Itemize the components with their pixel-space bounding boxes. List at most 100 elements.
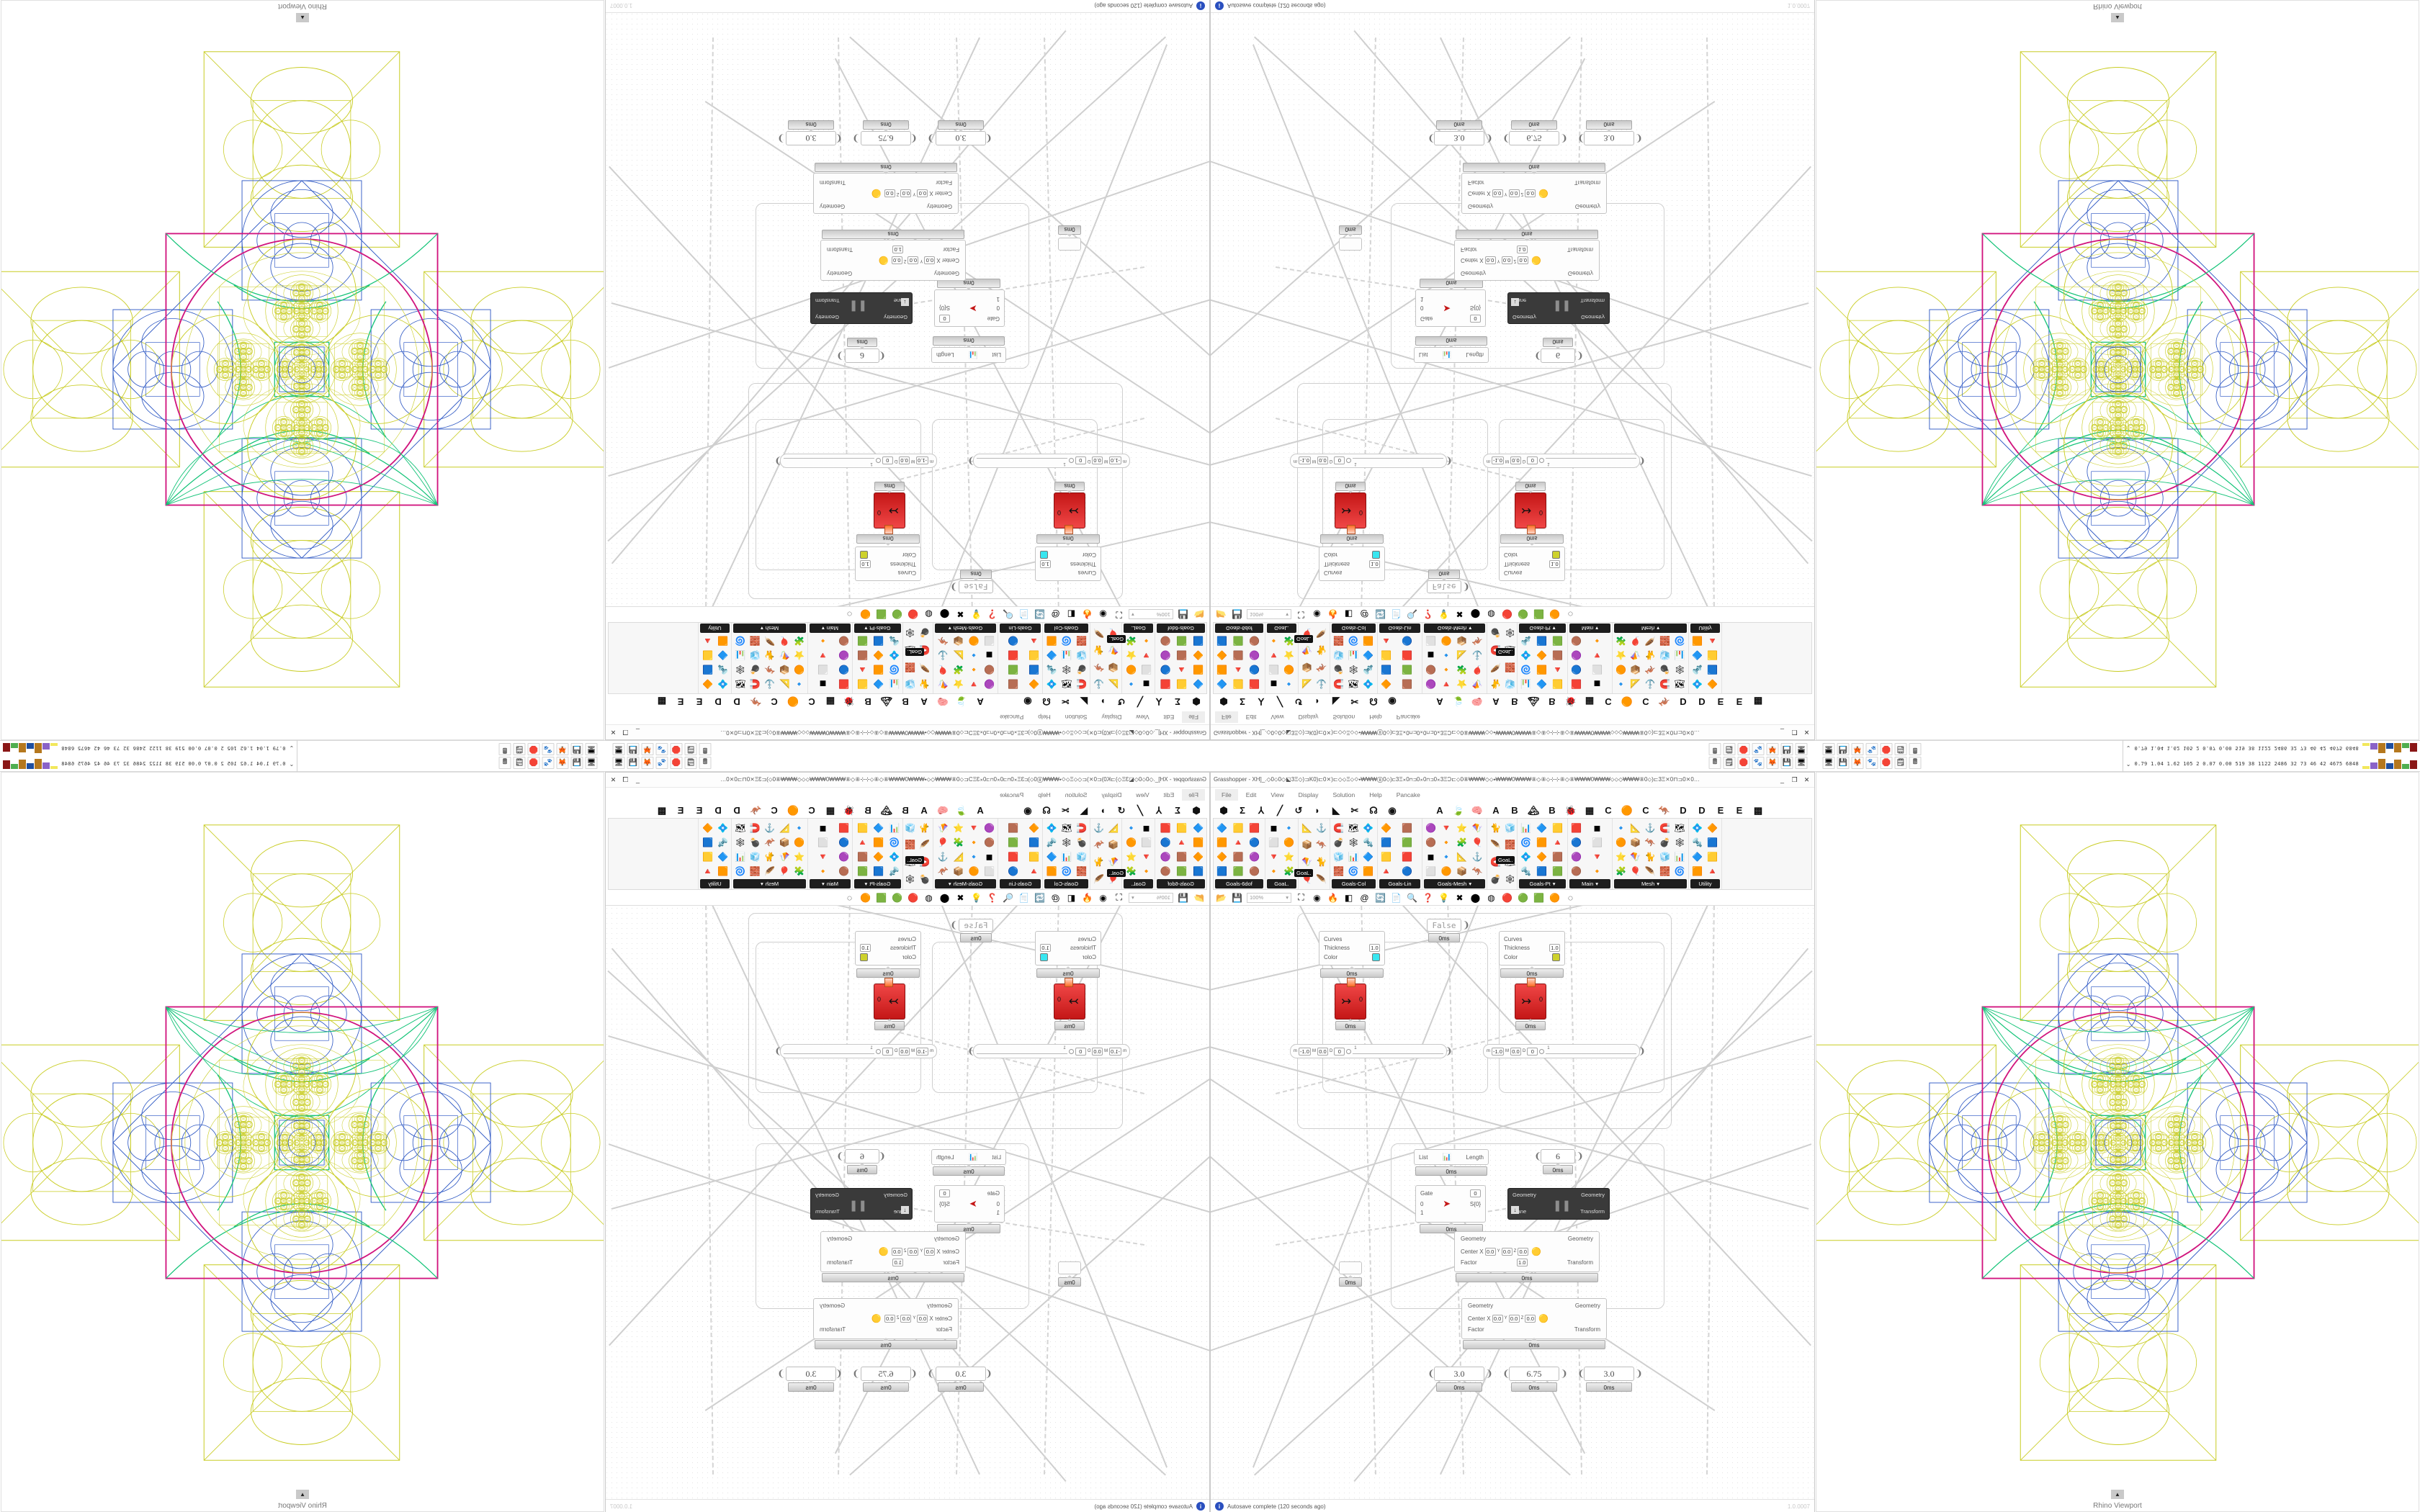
component-button[interactable]: 🕸 (735, 837, 746, 847)
component-button[interactable]: 🔷 (873, 679, 884, 690)
component-button[interactable]: 🟣 (1249, 851, 1260, 862)
component-button[interactable]: 🟦 (1381, 665, 1392, 675)
component-button[interactable]: ⭐ (953, 822, 964, 833)
component-button[interactable]: 🔸 (1268, 636, 1279, 647)
boolean-toggle-node[interactable]: False ❩ (950, 919, 993, 932)
small-param-node[interactable] (1058, 1261, 1081, 1274)
component-button[interactable]: 🟦 (1707, 837, 1718, 847)
chevron-down-icon[interactable]: ▾ (821, 625, 825, 631)
number-value[interactable]: 6 (1541, 1149, 1575, 1164)
center-y[interactable]: 0.0 (1508, 189, 1520, 198)
red-app-icon[interactable]: 🛑 (1737, 757, 1750, 769)
component-button[interactable]: 🔺 (857, 837, 868, 847)
component-button[interactable]: 🔷 (1046, 650, 1057, 661)
mesh-icon[interactable]: ◣ (1080, 804, 1088, 816)
component-button[interactable]: 🕸 (1674, 837, 1685, 847)
at-icon[interactable]: @ (1360, 892, 1369, 903)
component-button[interactable]: 🧲 (1659, 822, 1671, 833)
component-button[interactable]: 🟥 (838, 822, 849, 833)
zoom-extents-icon[interactable]: ⛶ (1298, 892, 1304, 902)
component-icons[interactable]: 📐 📦 🪁 🎈 ⚓ 🦘 🐈 🪶 (1091, 820, 1121, 889)
component-button[interactable]: 🟥 (1402, 851, 1412, 862)
chevron-down-icon[interactable]: ▾ (1595, 881, 1599, 887)
component-button[interactable]: 🧲 (749, 822, 761, 833)
component-button[interactable]: 🟫 (1176, 650, 1188, 661)
component-button[interactable]: 🕸 (1504, 628, 1516, 639)
sphere-orange-icon[interactable]: 🟠 (1549, 609, 1560, 620)
terminal-icon[interactable]: 🖥 (1822, 743, 1835, 755)
component-button[interactable]: 🟠 (794, 665, 805, 675)
component-button[interactable]: 🪁 (1301, 857, 1312, 867)
component-group[interactable]: 🔹 🟠 ⭐ 🧩 📐 📦 🪁 🎈 ⚓ 🦘 🐈 🪶 🧲 💣 🧊 🧱 🗺 🕸 📊 🌀 Mesh ▾ (1613, 623, 1689, 693)
component-icons[interactable]: 🐈🪶🧲💣🧊🧱🗺🕸 (904, 623, 932, 692)
component-group[interactable]: 🟣 🟤 ◼ ⬜ 🔻 🔸 🔹 🟠 ⭐ 🧩 📐 📦 🪁 🎈 ⚓ 🦘 Goals-Mesh ▾ (933, 819, 998, 889)
panel-tab-goals-pt[interactable]: Goals-Pt ▾ (854, 624, 901, 633)
thickness-value[interactable]: 1.0 (860, 560, 871, 568)
component-button[interactable]: 🧩 (953, 837, 964, 847)
number-value[interactable]: 3.0 (1434, 1367, 1484, 1381)
calculator-icon[interactable]: 🖩 (1909, 743, 1922, 755)
component-button[interactable]: 🗺 (1348, 822, 1359, 833)
panel-tab-goals-lin[interactable]: Goals-Lin (1000, 624, 1041, 633)
component-icons[interactable]: 💠 🔩 🔷 🟧 🔶 🟦 🟨 🔺 (699, 634, 730, 692)
curve-icon[interactable]: ↺ (1117, 696, 1126, 708)
blob-icon[interactable]: 🟠 (786, 696, 799, 708)
component-button[interactable]: 🟤 (1249, 865, 1260, 876)
component-button[interactable]: 🟥 (1571, 822, 1582, 833)
component-button[interactable]: 🪁 (937, 822, 949, 833)
small-param-node[interactable] (1339, 1261, 1362, 1274)
slider-track[interactable]: 1 (784, 458, 874, 467)
menu-item-edit[interactable]: Edit (1245, 714, 1257, 721)
bulb-icon[interactable]: 💡 (971, 609, 982, 620)
params-icon[interactable]: ⬢ (1192, 804, 1201, 816)
component-button[interactable]: 🧩 (1456, 837, 1467, 847)
preview-icon[interactable]: ◉ (1313, 892, 1321, 903)
slider-min[interactable]: -1.0 (1492, 1047, 1504, 1056)
node-body[interactable]: Curves Thickness 1.0 Color (855, 931, 921, 966)
component-button[interactable]: 🪶 (1093, 628, 1104, 639)
firefox-icon[interactable]: 🦊 (641, 757, 654, 769)
sphere-green-icon[interactable]: 🟩 (1533, 892, 1544, 903)
node-body[interactable]: List 📊 Length (931, 1149, 1006, 1165)
component-button[interactable]: 🧊 (1659, 650, 1671, 661)
panel-tab-main[interactable]: Main ▾ (1569, 879, 1610, 888)
chevron-down-icon[interactable]: ▾ (1657, 881, 1660, 887)
number-slider-node[interactable]: 6.75 ❨ ❩ (1502, 1367, 1568, 1381)
component-button[interactable]: 🧱 (749, 636, 761, 647)
rhino-viewport[interactable]: ▲ Rhino Viewport (1, 772, 604, 1512)
component-button[interactable]: ◼ (1142, 822, 1150, 833)
component-button[interactable]: ⭐ (1615, 650, 1626, 661)
calculator-icon[interactable]: 🖩 (699, 757, 712, 769)
component-button[interactable]: 🕸 (1348, 837, 1359, 847)
component-button[interactable]: 🔵 (1008, 865, 1018, 876)
component-icons[interactable]: 🧲 💣 🧊 🧱 🗺 🕸 📊 🌀 💠 🔩 🔷 🟧 (1044, 634, 1089, 692)
minimize-button[interactable]: _ (636, 775, 640, 783)
component-button[interactable]: 🟫 (1402, 822, 1412, 833)
scale-component[interactable]: ↣ 0 (1335, 978, 1366, 1020)
number-value[interactable]: 6.75 (1509, 131, 1559, 145)
number-slider[interactable]: m -1.0 M 0.0 D 0 1 ❩ (774, 1044, 937, 1058)
bulb-icon[interactable]: 💡 (971, 892, 982, 903)
component-button[interactable]: 🪁 (1108, 645, 1119, 655)
component-group[interactable]: 🔷 🟧 🔶 🟦 🟨 🔺 🟫 🟩 🟥 🔵 🟣 🟤 Goals-6dof (1155, 819, 1206, 889)
component-button[interactable]: ⚓ (764, 679, 776, 690)
maximize-button[interactable]: ❐ (622, 775, 629, 783)
component-button[interactable]: 🟫 (1232, 851, 1244, 862)
at-icon[interactable]: @ (1051, 892, 1060, 903)
component-button[interactable]: 📦 (1456, 865, 1467, 876)
component-button[interactable]: 🔻 (1592, 650, 1603, 661)
component-button[interactable]: 🪁 (1630, 650, 1641, 661)
component-button[interactable]: 🎈 (1471, 837, 1483, 847)
panel-tab-goals-mesh[interactable]: Goals-Mesh ▾ (935, 879, 996, 888)
firefox-icon[interactable]: 🦊 (556, 743, 569, 755)
boolean-toggle-node[interactable]: False ❩ (950, 580, 993, 593)
component-button[interactable]: 🟠 (1615, 665, 1626, 675)
gate-value[interactable]: 0 (1470, 315, 1481, 323)
number-slider-node[interactable]: 3.0 ❨ ❩ (927, 1367, 992, 1381)
component-button[interactable]: 🐈 (1093, 857, 1104, 867)
canvas-toolbar[interactable]: 📂 💾 100% ▾ ⛶ ◉ 🔥 ◧ @ 🔄 📄 🔍 ❓ 💡 ✖ ⬤ ◍ 🔴 🟢… (1211, 890, 1814, 906)
component-button[interactable]: 🟨 (1707, 851, 1718, 862)
component-button[interactable]: 🟩 (857, 636, 868, 647)
component-icons[interactable]: 🟣 🟤 ◼ ⬜ 🔻 🔸 🔹 🟠 ⭐ 🧩 📐 📦 🪁 🎈 ⚓ 🦘 (934, 820, 997, 878)
